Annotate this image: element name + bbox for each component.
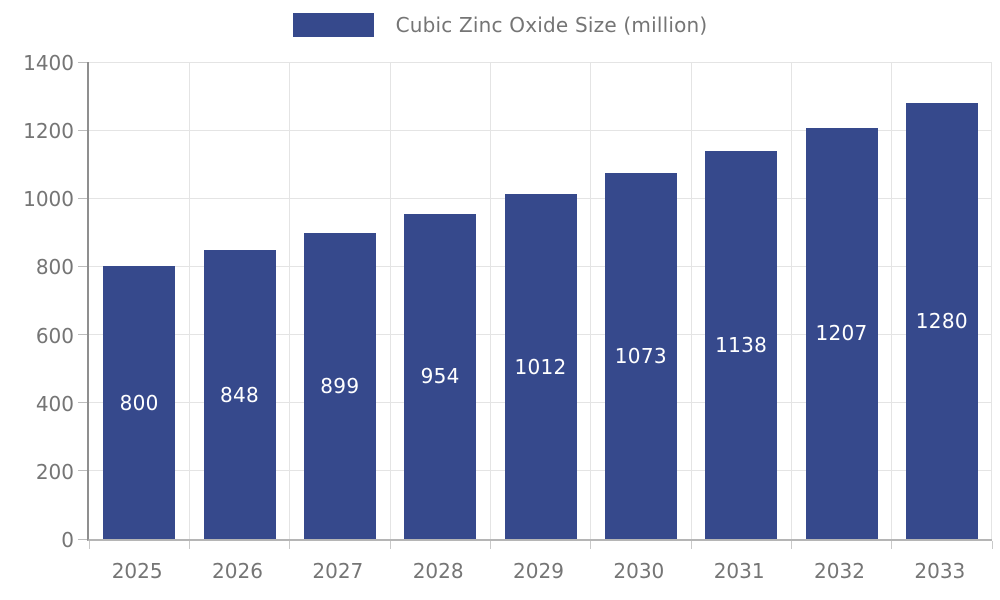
x-axis-tick (590, 541, 592, 549)
y-axis-tick-label: 600 (35, 323, 74, 348)
bar-2026[interactable]: 848 (203, 250, 276, 539)
y-axis-tick (78, 470, 87, 472)
x-axis-tick (188, 541, 190, 549)
y-axis-tick-label: 1400 (23, 51, 74, 75)
bar-value-label: 1207 (815, 321, 868, 346)
x-axis-tick (891, 541, 893, 549)
x-axis-tick (991, 541, 993, 549)
y-axis-tick (78, 334, 87, 336)
bar-2027[interactable]: 899 (303, 232, 376, 539)
legend-item[interactable]: Cubic Zinc Oxide Size (million) (292, 13, 708, 37)
x-gridline (289, 62, 291, 539)
x-axis-tick (690, 541, 692, 549)
x-axis-tick-label: 2026 (212, 559, 263, 583)
bar-2025[interactable]: 800 (103, 266, 176, 539)
bar-value-label: 1138 (715, 333, 768, 358)
bar-2033[interactable]: 1280 (905, 102, 978, 539)
x-axis-tick-label: 2032 (814, 559, 865, 583)
y-axis-tick (78, 265, 87, 267)
x-axis-tick (88, 541, 90, 549)
legend-swatch-icon (292, 13, 374, 37)
x-gridline (489, 62, 491, 539)
y-axis-tick-label: 1000 (23, 187, 74, 212)
x-axis-tick-label: 2025 (111, 559, 163, 583)
bar-value-label: 800 (119, 390, 159, 415)
x-gridline (389, 62, 391, 539)
chart-legend: Cubic Zinc Oxide Size (million) (0, 13, 1000, 37)
bar-2029[interactable]: 1012 (504, 194, 577, 539)
plot-area: 800 848 899 954 1012 1073 1138 1207 1280 (78, 61, 993, 549)
x-axis-tick-label: 2027 (312, 559, 364, 583)
x-axis-tick (790, 541, 792, 549)
x-gridline (790, 62, 792, 539)
y-axis-tick-label: 0 (61, 528, 74, 552)
y-axis-tick-label: 1200 (23, 119, 74, 144)
bar-value-label: 1012 (514, 354, 567, 379)
x-axis-tick (489, 541, 491, 549)
bar-2032[interactable]: 1207 (805, 127, 878, 539)
bar-2028[interactable]: 954 (404, 213, 477, 539)
bar-value-label: 954 (420, 364, 460, 389)
x-axis-tick-label: 2029 (513, 559, 564, 583)
y-axis-tick (78, 61, 87, 63)
bar-value-label: 1280 (915, 308, 968, 333)
y-gridline (89, 129, 992, 131)
x-axis-tick-label: 2033 (914, 559, 966, 583)
x-axis-tick (389, 541, 391, 549)
x-axis-tick-label: 2031 (713, 559, 765, 583)
y-axis-tick (78, 129, 87, 131)
y-axis-tick-label: 800 (35, 255, 74, 280)
bar-value-label: 899 (320, 373, 360, 398)
x-axis-tick-label: 2028 (412, 559, 464, 583)
bar-value-label: 848 (219, 382, 260, 407)
y-axis-tick-label: 400 (35, 391, 74, 416)
x-gridline (590, 62, 592, 539)
x-gridline (690, 62, 692, 539)
y-axis-tick (78, 538, 87, 540)
bar-2030[interactable]: 1073 (604, 173, 677, 539)
y-axis-tick (78, 402, 87, 404)
y-gridline (89, 61, 992, 63)
bar-2031[interactable]: 1138 (705, 151, 778, 539)
legend-label: Cubic Zinc Oxide Size (million) (395, 13, 708, 37)
x-axis-tick-label: 2030 (613, 559, 665, 583)
y-axis-tick-label: 200 (35, 459, 74, 484)
bar-value-label: 1073 (614, 344, 667, 369)
y-axis-tick (78, 197, 87, 199)
x-gridline (891, 62, 893, 539)
x-gridline (990, 62, 992, 539)
x-axis-tick (289, 541, 291, 549)
x-gridline (188, 62, 190, 539)
